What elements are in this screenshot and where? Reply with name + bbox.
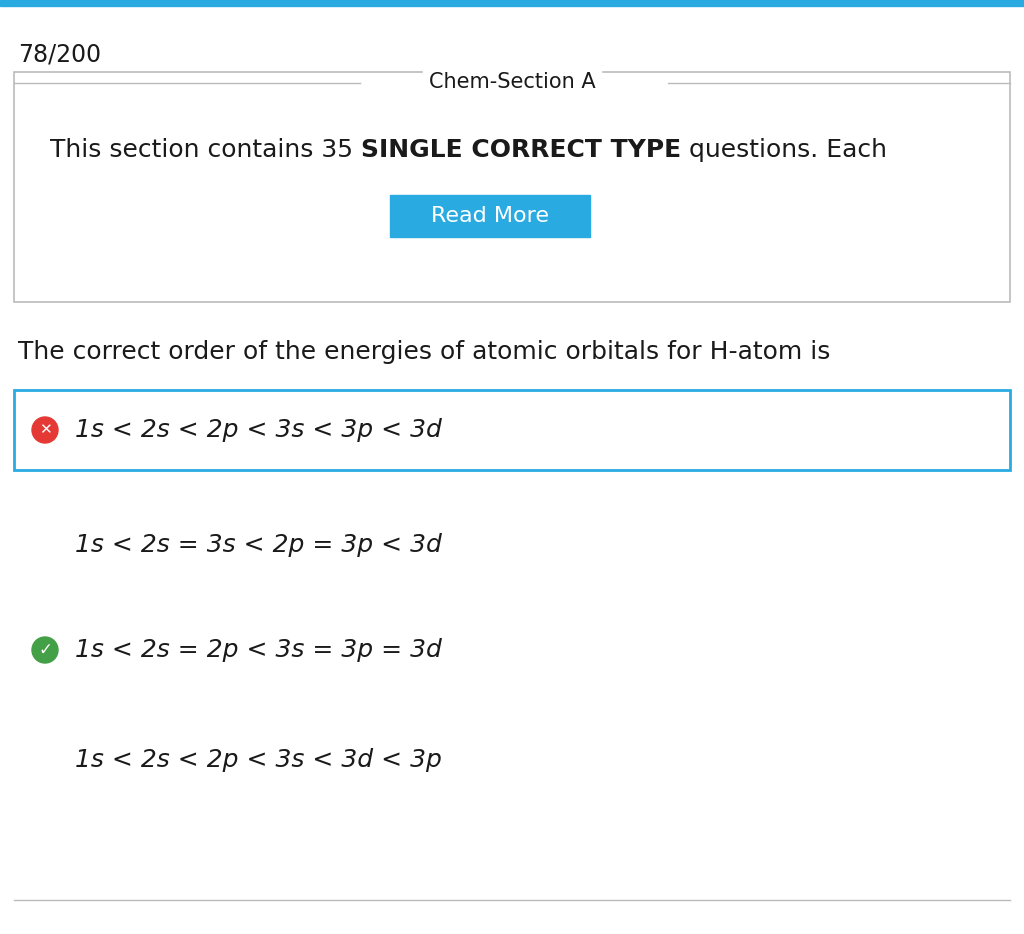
Text: Read More: Read More (431, 206, 549, 226)
Text: The correct order of the energies of atomic orbitals for H-atom is: The correct order of the energies of ato… (18, 340, 830, 364)
Text: 1s < 2s < 2p < 3s < 3p < 3d: 1s < 2s < 2p < 3s < 3p < 3d (75, 418, 442, 442)
FancyBboxPatch shape (14, 390, 1010, 470)
Text: questions. Each: questions. Each (681, 138, 887, 162)
Circle shape (32, 417, 58, 443)
Text: SINGLE CORRECT TYPE: SINGLE CORRECT TYPE (361, 138, 681, 162)
Text: 1s < 2s < 2p < 3s < 3d < 3p: 1s < 2s < 2p < 3s < 3d < 3p (75, 748, 442, 772)
Text: This section contains 35: This section contains 35 (50, 138, 361, 162)
Text: 78/200: 78/200 (18, 42, 101, 66)
Bar (0, 0, 1024, 6)
Circle shape (32, 637, 58, 663)
Text: Chem-Section A: Chem-Section A (429, 72, 595, 92)
Text: 1s < 2s = 3s < 2p = 3p < 3d: 1s < 2s = 3s < 2p = 3p < 3d (75, 533, 442, 557)
Text: 1s < 2s = 2p < 3s = 3p = 3d: 1s < 2s = 2p < 3s = 3p = 3d (75, 638, 442, 662)
Text: ✕: ✕ (39, 422, 51, 437)
Text: ✓: ✓ (38, 641, 52, 659)
Bar (390, 195, 590, 237)
FancyBboxPatch shape (14, 72, 1010, 302)
